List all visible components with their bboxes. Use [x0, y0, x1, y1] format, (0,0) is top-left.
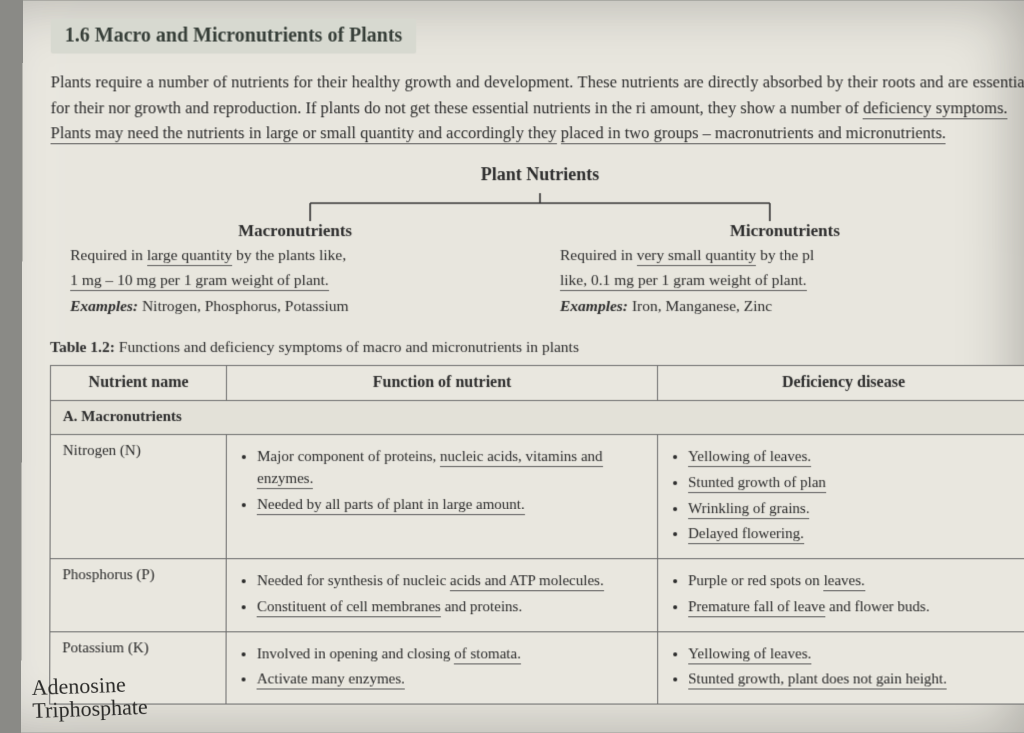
table-header: Function of nutrient: [227, 366, 658, 401]
micro-examples: Iron, Manganese, Zinc: [628, 298, 772, 315]
list-item: Needed by all parts of plant in large am…: [257, 495, 645, 517]
section-heading: 1.6 Macro and Micronutrients of Plants: [51, 19, 417, 54]
nutrient-tree: Plant Nutrients Macronutrients Required …: [50, 164, 1024, 321]
list-item: Stunted growth, plant does not gain heig…: [688, 670, 1018, 692]
list-item: Stunted growth of plan: [688, 473, 1017, 495]
micronutrients-column: Micronutrients Required in very small qu…: [560, 221, 1010, 321]
list-item: Wrinkling of grains.: [688, 499, 1017, 521]
micro-underline: like, 0.1 mg per 1 gram weight of plant.: [560, 272, 807, 291]
cell-list: Involved in opening and closing of stoma…: [239, 644, 645, 692]
nutrient-deficiency: Purple or red spots on leaves. Premature …: [658, 559, 1024, 632]
table-caption: Table 1.2: Functions and deficiency symp…: [50, 339, 1024, 357]
table-caption-num: Table 1.2:: [50, 339, 115, 356]
nutrient-function: Major component of proteins, nucleic aci…: [226, 435, 657, 559]
list-item: Yellowing of leaves.: [688, 447, 1017, 469]
table-row: Phosphorus (P) Needed for synthesis of nu…: [50, 559, 1024, 632]
cell-list: Purple or red spots on leaves. Premature …: [670, 571, 1017, 619]
nutrient-name: Potassium (K): [50, 631, 227, 704]
list-item: Activate many enzymes.: [257, 670, 645, 692]
tree-root-label: Plant Nutrients: [50, 164, 1024, 185]
table-header-row: Nutrient name Function of nutrient Defic…: [50, 366, 1024, 401]
macro-underline: 1 mg – 10 mg per 1 gram weight of plant.: [70, 272, 329, 291]
para-line: growth and reproduction. If plants do no…: [134, 98, 646, 117]
list-item: Needed for synthesis of nucleic acids an…: [257, 571, 645, 593]
table-subheader: A. Macronutrients: [50, 401, 1024, 435]
para-line: amount, they show a number of: [650, 98, 863, 117]
list-item: Major component of proteins, nucleic aci…: [257, 447, 645, 491]
micro-line: Required in: [560, 247, 637, 264]
nutrients-table: Nutrient name Function of nutrient Defic…: [49, 365, 1024, 705]
tree-connector-svg: [220, 193, 860, 221]
cell-list: Needed for synthesis of nucleic acids an…: [239, 571, 645, 619]
cell-list: Yellowing of leaves. Stunted growth, plan…: [670, 644, 1018, 692]
section-number: 1.6: [65, 25, 90, 47]
macronutrients-column: Macronutrients Required in large quantit…: [70, 221, 520, 321]
nutrient-deficiency: Yellowing of leaves. Stunted growth, plan…: [658, 631, 1024, 704]
para-underline: placed in two groups – macronutrients an…: [561, 123, 946, 144]
cell-list: Major component of proteins, nucleic aci…: [239, 447, 645, 516]
table-subheader-row: A. Macronutrients: [50, 401, 1024, 435]
table-caption-text: Functions and deficiency symptoms of mac…: [115, 339, 579, 356]
list-item: Premature fall of leave and flower buds.: [688, 597, 1017, 619]
cell-list: Yellowing of leaves. Stunted growth of pl…: [670, 447, 1017, 546]
nutrient-function: Involved in opening and closing of stoma…: [226, 631, 657, 704]
macro-underline: large quantity: [147, 247, 232, 266]
nutrient-function: Needed for synthesis of nucleic acids an…: [226, 559, 657, 632]
section-title-text: Macro and Micronutrients of Plants: [95, 25, 403, 47]
micro-line: by the pl: [756, 247, 814, 264]
list-item: Purple or red spots on leaves.: [688, 571, 1017, 593]
para-line: Plants require a number of nutrients for…: [51, 72, 574, 91]
para-underline: deficiency symptoms.: [863, 98, 1008, 119]
intro-paragraph: Plants require a number of nutrients for…: [51, 69, 1024, 145]
para-underline: Plants may need the nutrients in large o…: [51, 123, 557, 144]
nutrient-deficiency: Yellowing of leaves. Stunted growth of pl…: [658, 435, 1024, 559]
macro-examples: Nitrogen, Phosphorus, Potassium: [138, 298, 349, 315]
textbook-page: 1.6 Macro and Micronutrients of Plants P…: [21, 1, 1024, 733]
macro-line: by the plants like,: [232, 247, 346, 264]
micro-underline: very small quantity: [637, 247, 757, 266]
nutrient-name: Phosphorus (P): [50, 559, 227, 632]
table-header: Deficiency disease: [657, 366, 1024, 401]
table-row: Nitrogen (N) Major component of proteins,…: [50, 435, 1024, 559]
table-row: Potassium (K) Involved in opening and clo…: [50, 631, 1024, 704]
micro-examples-label: Examples:: [560, 298, 628, 315]
macro-line: Required in: [70, 247, 147, 264]
nutrient-name: Nitrogen (N): [50, 435, 227, 559]
list-item: Involved in opening and closing of stoma…: [257, 644, 645, 666]
macro-title: Macronutrients: [70, 221, 520, 241]
macro-examples-label: Examples:: [70, 298, 138, 315]
list-item: Yellowing of leaves.: [688, 644, 1018, 666]
list-item: Constituent of cell membranes and protei…: [257, 597, 645, 619]
tree-connector: [220, 193, 860, 221]
table-header: Nutrient name: [50, 366, 226, 401]
micro-title: Micronutrients: [560, 221, 1010, 241]
list-item: Delayed flowering.: [688, 524, 1017, 546]
